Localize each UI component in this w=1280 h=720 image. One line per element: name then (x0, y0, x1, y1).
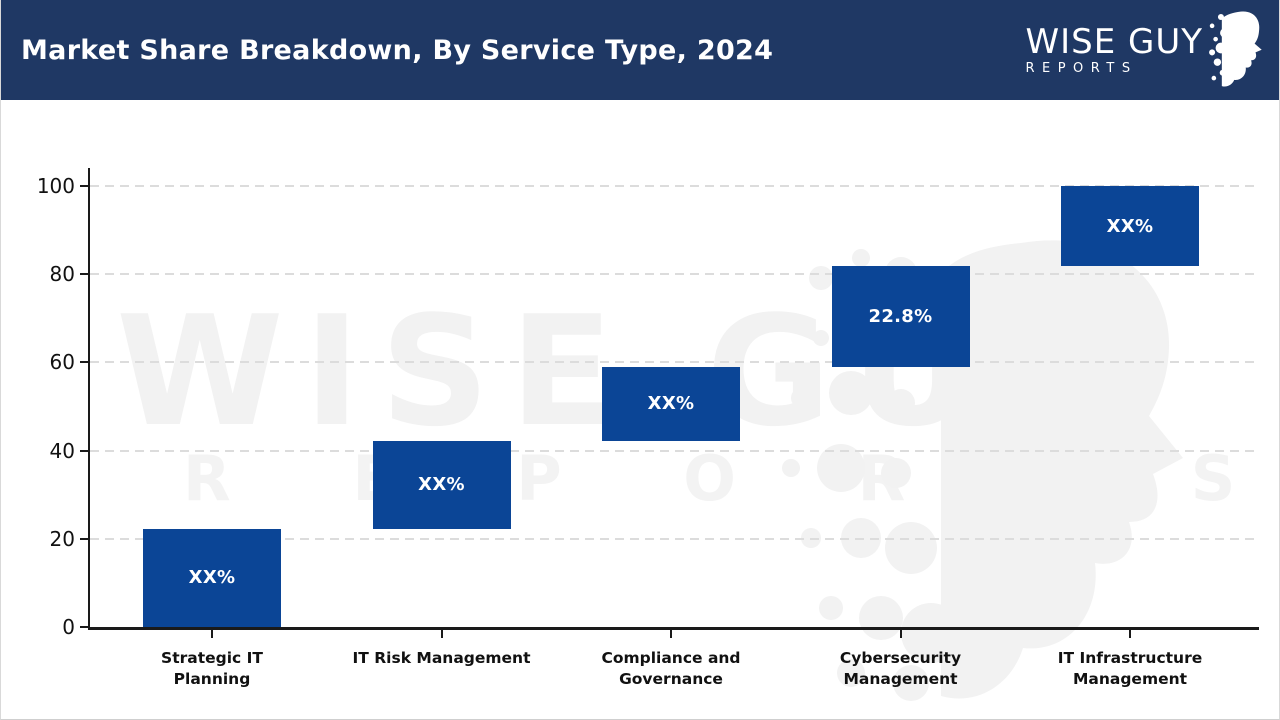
y-tick-label: 20 (49, 526, 75, 551)
y-tick-label: 60 (49, 350, 75, 375)
bar-value-label: 22.8% (868, 306, 933, 328)
y-gridline (90, 185, 1259, 187)
brand-subtitle: REPORTS (1025, 61, 1138, 76)
y-tick-mark (80, 449, 88, 452)
y-tick-label: 100 (36, 174, 75, 198)
x-tick-mark (211, 630, 213, 638)
y-gridline (90, 273, 1259, 276)
x-tick-mark (899, 630, 902, 638)
dotted-head-profile-icon (1205, 6, 1267, 94)
y-tick-mark (80, 537, 88, 540)
header-banner: Market Share Breakdown, By Service Type,… (1, 0, 1279, 100)
brand-logo-text: WISE GUY REPORTS (1025, 25, 1203, 75)
x-category-label: IT Risk Management (352, 649, 531, 667)
x-tick-mark (1129, 630, 1131, 638)
bar-value-label: XX% (188, 567, 236, 589)
chart-area: WISE GUY R E P O R T S 0 20 40 60 80 100 XX% St (1, 100, 1279, 719)
bar-value-label: XX% (418, 474, 465, 496)
bar-value-label: XX% (1106, 215, 1154, 237)
waterfall-bar: XX% (1061, 186, 1199, 267)
waterfall-bar: XX% (602, 366, 740, 441)
brand-name: WISE GUY (1025, 22, 1203, 62)
brand-logo: WISE GUY REPORTS (1025, 8, 1267, 92)
watermark-head-profile-icon (761, 218, 1191, 719)
y-axis-line (88, 168, 90, 628)
y-tick-label: 0 (62, 615, 75, 639)
x-category-label: Strategic IT Planning (161, 649, 263, 688)
x-category-label: IT Infrastructure Management (1057, 649, 1203, 688)
x-category-label: Compliance and Governance (601, 649, 741, 688)
y-tick-label: 80 (49, 262, 75, 287)
waterfall-bar: XX% (143, 528, 281, 627)
y-tick-mark (80, 361, 88, 364)
waterfall-bar: 22.8% (831, 266, 970, 367)
waterfall-bar: XX% (372, 440, 511, 529)
bar-value-label: XX% (647, 393, 695, 415)
y-tick-label: 40 (49, 438, 75, 463)
y-tick-mark (80, 273, 88, 276)
x-category-label: Cybersecurity Management (839, 649, 962, 688)
y-tick-mark (80, 185, 88, 187)
y-tick-mark (80, 626, 88, 628)
x-axis-line (88, 627, 1259, 630)
x-tick-mark (440, 630, 443, 638)
page-title: Market Share Breakdown, By Service Type,… (21, 34, 774, 66)
y-gridline (90, 449, 1259, 452)
y-gridline (90, 361, 1259, 364)
y-gridline (90, 537, 1259, 540)
x-tick-mark (670, 630, 672, 638)
